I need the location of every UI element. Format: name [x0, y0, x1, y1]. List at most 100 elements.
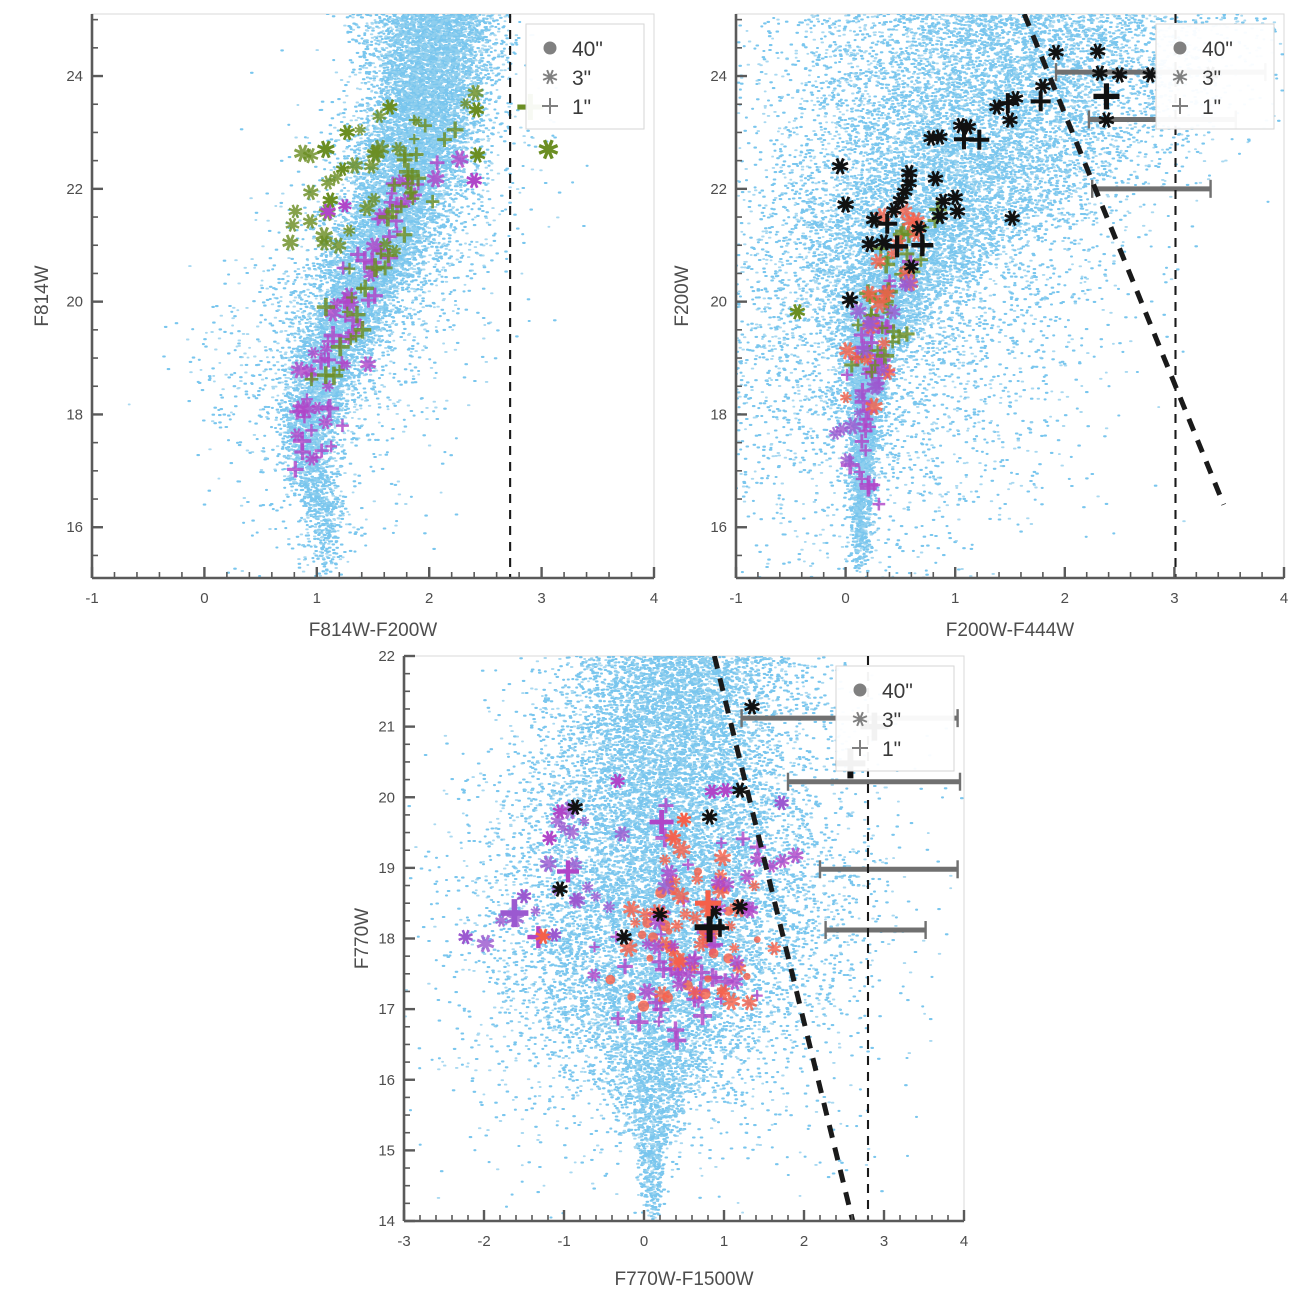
legend-item-label: 40": [572, 38, 603, 61]
axes: -3 -2 -1 0 1 2 3 4 14 15 16 17 18 19 20 21 22: [378, 648, 968, 1250]
panel-f200w-svg: -1 0 1 2 3 4 16 18 20 22 24 F200W-F444W F200W 40" 3" 1": [672, 13, 1288, 641]
y-axis-title: F200W: [672, 265, 693, 326]
circle-marker-icon: [853, 683, 867, 697]
legend-item-circle-marker: 40": [543, 38, 603, 61]
x-tick-label: 4: [1280, 590, 1288, 607]
y-tick-label: 16: [710, 519, 727, 536]
plot-content: [736, 14, 1284, 578]
x-tick-label: -1: [729, 590, 742, 607]
legend-item-label: 3": [882, 709, 901, 732]
y-tick-label: 24: [66, 68, 83, 85]
selection-threshold-diagonal: [1021, 14, 1227, 506]
x-axis-title: F770W-F1500W: [614, 1269, 753, 1290]
y-tick-label: 17: [378, 1001, 395, 1018]
legend-item-asterisk-marker: 3": [1172, 67, 1221, 90]
legend-item-label: 1": [882, 738, 901, 761]
panel-f770w-svg: -3 -2 -1 0 1 2 3 4 14 15 16 17 18 19 20 21 22 F770W-F1500…: [352, 648, 968, 1290]
x-tick-label: 2: [800, 1233, 808, 1250]
y-tick-label: 14: [378, 1213, 395, 1230]
overlay-population-magenta-3: [587, 847, 804, 1001]
x-tick-label: 1: [313, 590, 321, 607]
y-axis-title: F770W: [352, 908, 373, 969]
y-tick-label: 18: [66, 406, 83, 423]
legend-item-label: 40": [1202, 38, 1233, 61]
photometric-errorbar: [1091, 179, 1212, 198]
x-axis-title: F814W-F200W: [309, 620, 438, 641]
legend-item-label: 3": [572, 67, 591, 90]
photometric-errorbar: [786, 772, 962, 791]
y-tick-label: 16: [66, 519, 83, 536]
plus-marker-icon: [542, 98, 558, 114]
y-tick-label: 16: [378, 1072, 395, 1089]
x-tick-label: 3: [880, 1233, 888, 1250]
x-tick-label: -1: [557, 1233, 570, 1250]
y-tick-label: 18: [378, 931, 395, 948]
legend-item-circle-marker: 40": [1173, 38, 1233, 61]
legend-item-asterisk-marker: 3": [542, 67, 591, 90]
axes: -1 0 1 2 3 4 16 18 20 22 24: [710, 14, 1288, 607]
overlay-population-purple-3: [828, 273, 918, 468]
photometric-errorbar: [824, 921, 927, 940]
y-tick-label: 19: [378, 860, 395, 877]
y-tick-label: 22: [710, 181, 727, 198]
legend-item-label: 40": [882, 680, 913, 703]
x-tick-label: 0: [841, 590, 849, 607]
panel-f814w-cmd: -1 0 1 2 3 4 16 18 20 22 24 F814W-F200W F814W 40" 3" 1": [32, 4, 662, 644]
y-tick-label: 20: [710, 294, 727, 311]
overlay-population-olive-3: [282, 84, 484, 258]
x-tick-label: 0: [200, 590, 208, 607]
y-tick-label: 20: [378, 789, 395, 806]
y-tick-label: 21: [378, 719, 395, 736]
panel-f770w-cmd: -3 -2 -1 0 1 2 3 4 14 15 16 17 18 19 20 21 22 F770W-F1500…: [352, 648, 972, 1293]
x-tick-label: 1: [720, 1233, 728, 1250]
legend-item-circle-marker: 40": [853, 680, 913, 703]
x-tick-label: -2: [477, 1233, 490, 1250]
y-tick-label: 24: [710, 68, 727, 85]
legend-item-asterisk-marker: 3": [852, 709, 901, 732]
x-tick-label: 1: [951, 590, 959, 607]
circle-marker-icon: [543, 41, 557, 55]
axes: -1 0 1 2 3 4 16 18 20 22 24: [66, 14, 658, 607]
y-axis-title: F814W: [32, 265, 53, 326]
y-tick-label: 15: [378, 1142, 395, 1159]
legend-item-plus-marker: 1": [1172, 96, 1221, 119]
legend-item-plus-marker: 1": [542, 96, 591, 119]
plus-marker-icon: [852, 740, 868, 756]
x-tick-label: 3: [1170, 590, 1178, 607]
legend-item-label: 1": [1202, 96, 1221, 119]
legend-item-plus-marker: 1": [852, 738, 901, 761]
legend: 40" 3" 1": [1155, 23, 1275, 130]
photometric-errorbar: [818, 860, 959, 879]
legend-item-label: 3": [1202, 67, 1221, 90]
legend-item-label: 1": [572, 96, 591, 119]
x-tick-label: 2: [1061, 590, 1069, 607]
x-tick-label: 2: [425, 590, 433, 607]
highlighted-source-markers: [789, 43, 1219, 320]
legend: 40" 3" 1": [525, 23, 645, 130]
x-tick-label: 3: [537, 590, 545, 607]
overlay-population-olive-2: [304, 114, 464, 387]
x-tick-label: 0: [640, 1233, 648, 1250]
y-tick-label: 20: [66, 294, 83, 311]
field-scatter-points: [127, 14, 589, 578]
panel-f814w-svg: -1 0 1 2 3 4 16 18 20 22 24 F814W-F200W F814W 40" 3" 1": [32, 13, 658, 641]
field-scatter-points: [404, 656, 964, 1221]
selection-threshold-diagonal: [711, 656, 856, 1221]
x-tick-label: 4: [650, 590, 658, 607]
x-axis-title: F200W-F444W: [946, 620, 1075, 641]
y-tick-label: 22: [378, 648, 395, 665]
circle-marker-icon: [1173, 41, 1187, 55]
x-tick-label: -1: [85, 590, 98, 607]
panel-f200w-cmd: -1 0 1 2 3 4 16 18 20 22 24 F200W-F444W F200W 40" 3" 1": [672, 4, 1292, 644]
x-tick-label: -3: [397, 1233, 410, 1250]
y-tick-label: 22: [66, 181, 83, 198]
plot-content: [127, 14, 589, 578]
asterisk-marker-icon: [542, 69, 558, 85]
legend: 40" 3" 1": [835, 665, 955, 772]
plus-marker-icon: [1172, 98, 1188, 114]
x-tick-label: 4: [960, 1233, 968, 1250]
asterisk-marker-icon: [852, 711, 868, 727]
y-tick-label: 18: [710, 406, 727, 423]
asterisk-marker-icon: [1172, 69, 1188, 85]
